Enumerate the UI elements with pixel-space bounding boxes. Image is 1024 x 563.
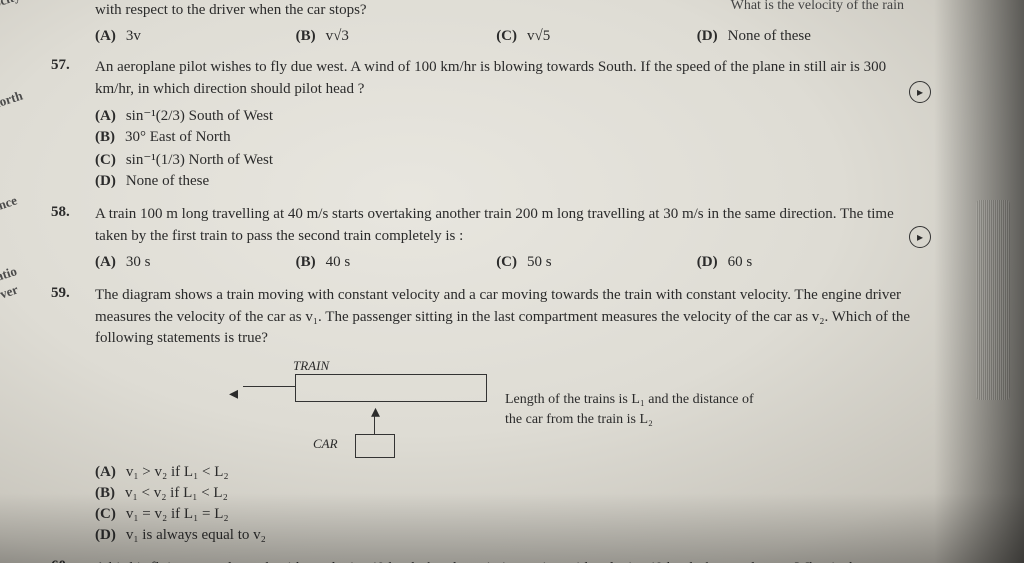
opt-text: v₁ = v₂ if L₁ = L₂ (126, 506, 229, 522)
opt-text: 40 s (326, 254, 351, 270)
train-box (295, 374, 487, 402)
arrow-shaft (243, 386, 295, 387)
opt-text: 30° East of North (125, 129, 231, 145)
page: What is the velocity of the rain velocit… (0, 0, 1024, 563)
q59-opt-a: (A)v₁ > v₂ if L₁ < L₂ (95, 464, 493, 481)
answer-marker-icon: ▸ (909, 226, 931, 248)
q57-opt-a: (A)sin⁻¹(2/3) South of West (95, 106, 493, 125)
arrow-shaft (374, 414, 375, 434)
q59-number: 59. (51, 285, 70, 302)
opt-text: sin⁻¹(1/3) North of West (126, 152, 273, 168)
edge-ance: ance (0, 192, 19, 215)
car-box (355, 434, 395, 458)
arrow-left-icon: ◂ (229, 384, 238, 402)
q56-opt-a: (A)3v (95, 28, 278, 45)
q57-opt-b: (B)30° East of North (95, 129, 493, 146)
q56-opt-b: (B)v√3 (296, 28, 479, 45)
q58-opt-d: (D)60 s (697, 254, 880, 271)
q57-opt-c: (C)sin⁻¹(1/3) North of West (95, 150, 493, 169)
opt-text: 50 s (527, 254, 552, 270)
edge-velocity: velocity (0, 0, 22, 16)
opt-text: v₁ > v₂ if L₁ < L₂ (126, 464, 229, 480)
edge-atio: atio (0, 263, 19, 285)
opt-text: v√3 (326, 28, 349, 44)
edge-north: north (0, 88, 25, 113)
page-edge-lines (976, 200, 1010, 400)
q60-stem: A bird is flying towards north with a ve… (95, 558, 925, 563)
q59-opt-d: (D)v₁ is always equal to v₂ (95, 527, 493, 544)
train-label: TRAIN (293, 358, 329, 374)
q57-options: (A)sin⁻¹(2/3) South of West (B)30° East … (95, 106, 925, 194)
q58-opt-b: (B)40 s (296, 254, 479, 271)
q56: with respect to the driver when the car … (55, 0, 925, 49)
q58-stem: A train 100 m long travelling at 40 m/s … (95, 204, 925, 248)
arrow-up-icon: ▴ (371, 402, 380, 420)
opt-text: v₁ < v₂ if L₁ < L₂ (125, 485, 228, 501)
q57-number: 57. (51, 57, 70, 74)
q57: 57. An aeroplane pilot wishes to fly due… (55, 57, 925, 195)
answer-marker-icon: ▸ (909, 81, 931, 103)
q59-options: (A)v₁ > v₂ if L₁ < L₂ (B)v₁ < v₂ if L₁ <… (95, 464, 925, 548)
opt-text: None of these (728, 28, 811, 44)
opt-text: None of these (126, 173, 209, 189)
car-label: CAR (313, 436, 338, 452)
q59-diagram: TRAIN ◂ ▴ CAR Length of the trains is L₁… (235, 360, 755, 460)
q59-opt-b: (B)v₁ < v₂ if L₁ < L₂ (95, 485, 493, 502)
q59-opt-c: (C)v₁ = v₂ if L₁ = L₂ (95, 506, 493, 523)
q56-opt-c: (C)v√5 (496, 28, 679, 45)
edge-ver: ver (0, 282, 20, 303)
opt-text: 3v (126, 28, 141, 44)
q56-opt-d: (D)None of these (697, 28, 880, 45)
q58: 58. A train 100 m long travelling at 40 … (55, 204, 925, 275)
q56-stem: with respect to the driver when the car … (95, 0, 925, 22)
q56-options: (A)3v (B)v√3 (C)v√5 (D)None of these (95, 28, 925, 49)
opt-text: v√5 (527, 28, 550, 44)
q58-opt-c: (C)50 s (496, 254, 679, 271)
q57-stem: An aeroplane pilot wishes to fly due wes… (95, 57, 925, 101)
opt-text: 30 s (126, 254, 151, 270)
content-column: with respect to the driver when the car … (55, 0, 925, 563)
q60: 60. A bird is flying towards north with … (55, 558, 925, 563)
q57-opt-d: (D)None of these (95, 173, 493, 190)
q58-opt-a: (A)30 s (95, 254, 278, 271)
opt-text: sin⁻¹(2/3) South of West (126, 108, 273, 124)
q59: 59. The diagram shows a train moving wit… (55, 285, 925, 548)
q59-stem: The diagram shows a train moving with co… (95, 285, 925, 350)
q58-options: (A)30 s (B)40 s (C)50 s (D)60 s (95, 254, 925, 275)
q58-number: 58. (51, 204, 70, 221)
opt-text: 60 s (728, 254, 753, 270)
diagram-side-text: Length of the trains is L₁ and the dista… (505, 390, 765, 429)
opt-text: v₁ is always equal to v₂ (126, 527, 266, 543)
q60-number: 60. (51, 558, 70, 563)
